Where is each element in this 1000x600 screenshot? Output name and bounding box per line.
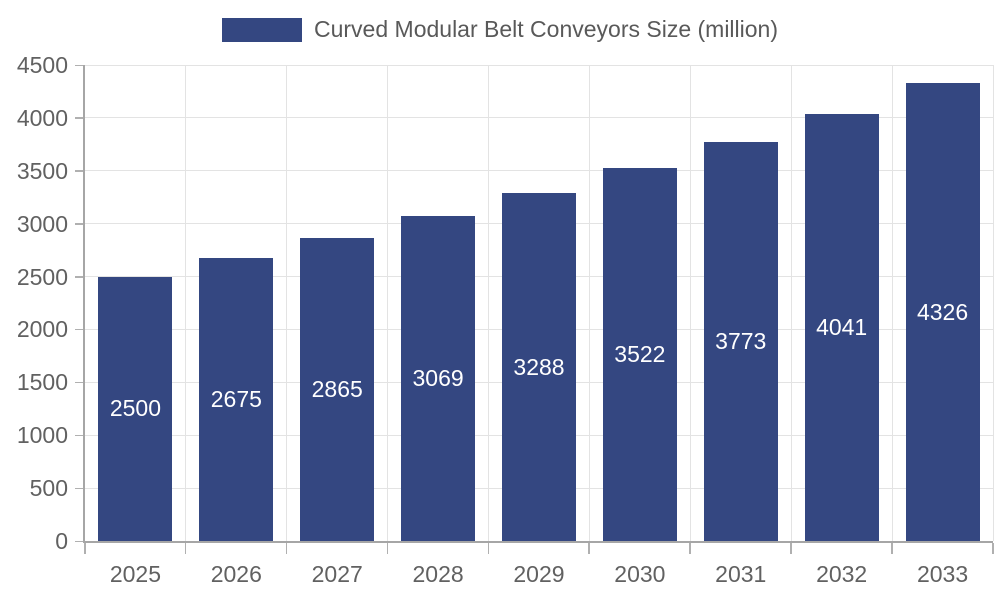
x-axis-tick-mark xyxy=(790,543,792,554)
x-axis-tick-mark xyxy=(285,543,288,554)
y-tick-label: 4000 xyxy=(16,104,68,131)
y-tick-label: 3500 xyxy=(16,157,68,184)
legend: Curved Modular Belt Conveyors Size (mill… xyxy=(0,16,1000,43)
y-axis-tick-mark xyxy=(75,487,85,490)
x-axis-tick-mark xyxy=(184,543,187,554)
x-axis-tick-mark xyxy=(689,543,691,554)
gridline-vertical xyxy=(790,65,792,541)
y-tick-label: 3000 xyxy=(16,210,68,237)
x-axis-tick-mark xyxy=(386,543,389,554)
bar-value-label: 3773 xyxy=(715,327,767,354)
gridline-vertical xyxy=(588,65,590,541)
gridline-vertical xyxy=(689,65,691,541)
x-tick-label: 2033 xyxy=(916,561,969,587)
y-tick-label: 1000 xyxy=(16,422,68,449)
y-axis-tick-mark xyxy=(75,64,85,66)
bar: 2500 xyxy=(98,276,173,541)
bar-value-label: 3069 xyxy=(412,365,464,392)
bar-value-label: 2500 xyxy=(109,395,162,422)
x-tick-label: 2028 xyxy=(412,561,464,587)
y-axis-tick-mark xyxy=(75,434,85,437)
gridline-vertical xyxy=(488,65,490,541)
gridline-vertical xyxy=(387,65,389,541)
x-tick-label: 2029 xyxy=(513,561,565,587)
bar: 3069 xyxy=(401,216,476,541)
legend-swatch xyxy=(222,17,302,42)
bar: 3522 xyxy=(602,168,677,541)
x-tick-label: 2025 xyxy=(109,561,162,587)
y-axis-tick-mark xyxy=(75,170,85,172)
y-axis-line xyxy=(83,65,85,543)
bar-value-label: 4041 xyxy=(816,313,868,340)
x-tick-label: 2030 xyxy=(614,561,666,587)
y-tick-label: 2000 xyxy=(16,316,68,343)
gridline-horizontal xyxy=(85,170,993,172)
bar: 2675 xyxy=(199,258,274,541)
bar: 3773 xyxy=(703,141,778,541)
x-axis-line xyxy=(83,541,993,543)
x-axis-tick-mark xyxy=(487,543,490,554)
x-axis-tick-mark xyxy=(891,543,893,554)
x-tick-label: 2026 xyxy=(210,561,262,587)
y-axis-tick-mark xyxy=(75,328,85,331)
x-tick-label: 2027 xyxy=(311,561,363,587)
bar-value-label: 4326 xyxy=(916,298,969,325)
y-tick-label: 2500 xyxy=(16,263,68,290)
x-axis-tick-mark xyxy=(84,543,86,554)
x-axis-tick-mark xyxy=(992,543,994,554)
bar: 4041 xyxy=(804,113,879,541)
bar-value-label: 3522 xyxy=(614,341,666,368)
bar-value-label: 3288 xyxy=(513,353,565,380)
y-axis-tick-mark xyxy=(75,381,85,384)
x-tick-label: 2032 xyxy=(816,561,868,587)
bar-value-label: 2675 xyxy=(210,386,262,412)
y-tick-label: 0 xyxy=(55,528,68,554)
y-axis-tick-mark xyxy=(75,117,85,119)
y-tick-label: 4500 xyxy=(16,52,68,78)
x-axis-tick-mark xyxy=(588,543,590,554)
x-tick-label: 2031 xyxy=(715,561,767,587)
y-axis-tick-mark xyxy=(75,276,85,278)
gridline-horizontal xyxy=(85,117,993,119)
bar-value-label: 2865 xyxy=(311,375,363,402)
gridline-vertical xyxy=(185,65,187,541)
gridline-horizontal xyxy=(85,64,993,66)
gridline-vertical xyxy=(286,65,288,541)
gridline-vertical xyxy=(891,65,893,541)
y-tick-label: 500 xyxy=(29,475,68,502)
gridline-vertical xyxy=(992,65,994,541)
y-axis-tick-mark xyxy=(75,540,85,542)
legend-label: Curved Modular Belt Conveyors Size (mill… xyxy=(314,16,778,42)
y-axis-tick-mark xyxy=(75,223,85,225)
y-tick-label: 1500 xyxy=(16,369,68,396)
bar: 2865 xyxy=(300,237,375,541)
bar: 4326 xyxy=(905,83,980,541)
bar: 3288 xyxy=(502,193,576,541)
